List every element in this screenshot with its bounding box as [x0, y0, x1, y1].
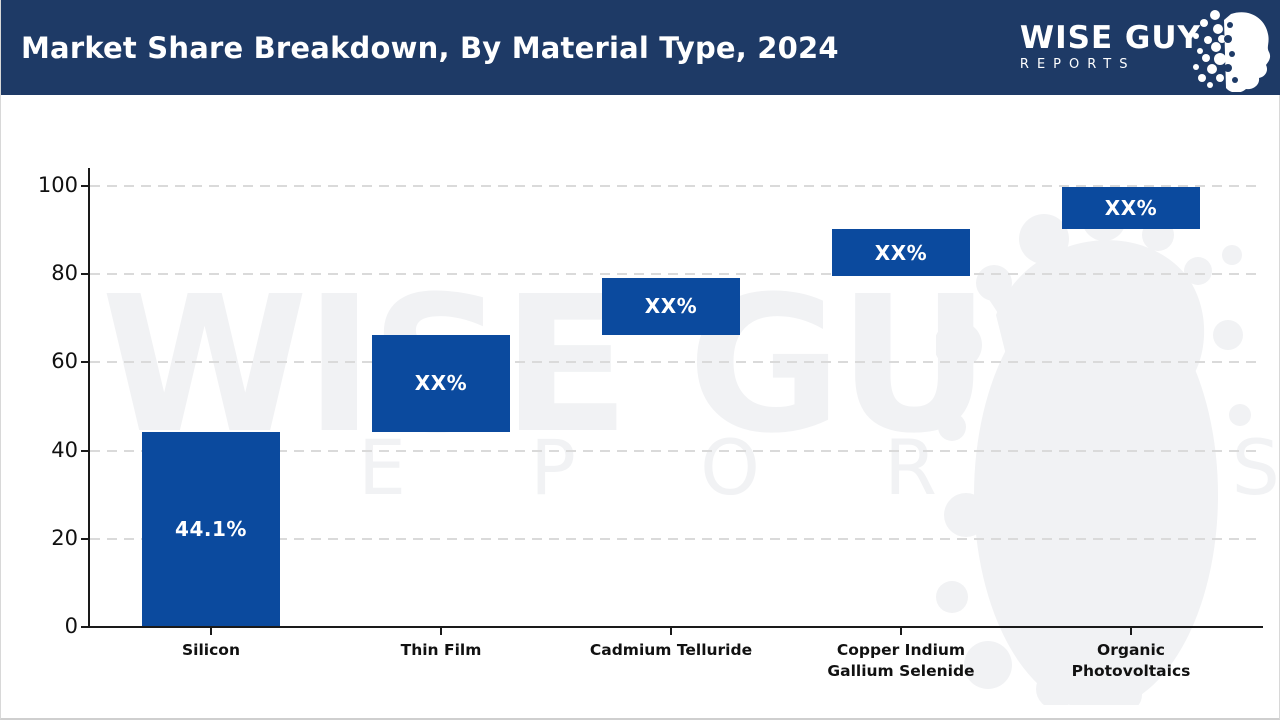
- logo-text: WISE GUY REPORTS: [1020, 21, 1201, 73]
- x-tick-label: Organic Photovoltaics: [1021, 640, 1241, 682]
- y-axis-tick: [81, 450, 88, 452]
- gridline: [90, 361, 1257, 363]
- bar-value-label: XX%: [1105, 196, 1157, 220]
- y-tick-label: 80: [18, 261, 78, 285]
- header-band: Market Share Breakdown, By Material Type…: [1, 0, 1280, 95]
- wise-guy-reports-logo: WISE GUY REPORTS: [1023, 0, 1273, 95]
- y-axis-tick: [81, 273, 88, 275]
- y-axis-tick: [81, 538, 88, 540]
- x-tick-label: Copper Indium Gallium Selenide: [791, 640, 1011, 682]
- gridline: [90, 273, 1257, 275]
- x-axis: [88, 626, 1263, 628]
- chart-canvas: Market Share Breakdown, By Material Type…: [0, 0, 1280, 720]
- y-axis-tick: [81, 185, 88, 187]
- bar-value-label: XX%: [415, 371, 467, 395]
- y-tick-label: 60: [18, 349, 78, 373]
- y-axis-tick: [81, 626, 88, 628]
- x-axis-tick: [1130, 628, 1132, 635]
- y-axis-tick: [81, 361, 88, 363]
- y-tick-label: 0: [18, 614, 78, 638]
- x-axis-tick: [670, 628, 672, 635]
- logo-wordmark: WISE GUY: [1020, 21, 1201, 55]
- bar: 44.1%: [142, 432, 280, 626]
- bar: XX%: [602, 278, 740, 335]
- y-axis: [88, 168, 90, 628]
- x-tick-label: Silicon: [101, 640, 321, 661]
- y-tick-label: 20: [18, 526, 78, 550]
- x-tick-label: Thin Film: [331, 640, 551, 661]
- x-axis-tick: [900, 628, 902, 635]
- bar-value-label: XX%: [875, 241, 927, 265]
- page-title: Market Share Breakdown, By Material Type…: [21, 0, 839, 95]
- bar: XX%: [832, 229, 970, 276]
- bar: XX%: [372, 335, 510, 432]
- logo-subtitle: REPORTS: [1020, 57, 1201, 73]
- y-tick-label: 40: [18, 438, 78, 462]
- x-axis-tick: [440, 628, 442, 635]
- x-axis-tick: [210, 628, 212, 635]
- bar: XX%: [1062, 187, 1200, 229]
- bar-value-label: 44.1%: [175, 517, 247, 541]
- head-profile-icon: [1189, 6, 1273, 92]
- x-tick-label: Cadmium Telluride: [561, 640, 781, 661]
- y-tick-label: 100: [18, 173, 78, 197]
- bar-value-label: XX%: [645, 294, 697, 318]
